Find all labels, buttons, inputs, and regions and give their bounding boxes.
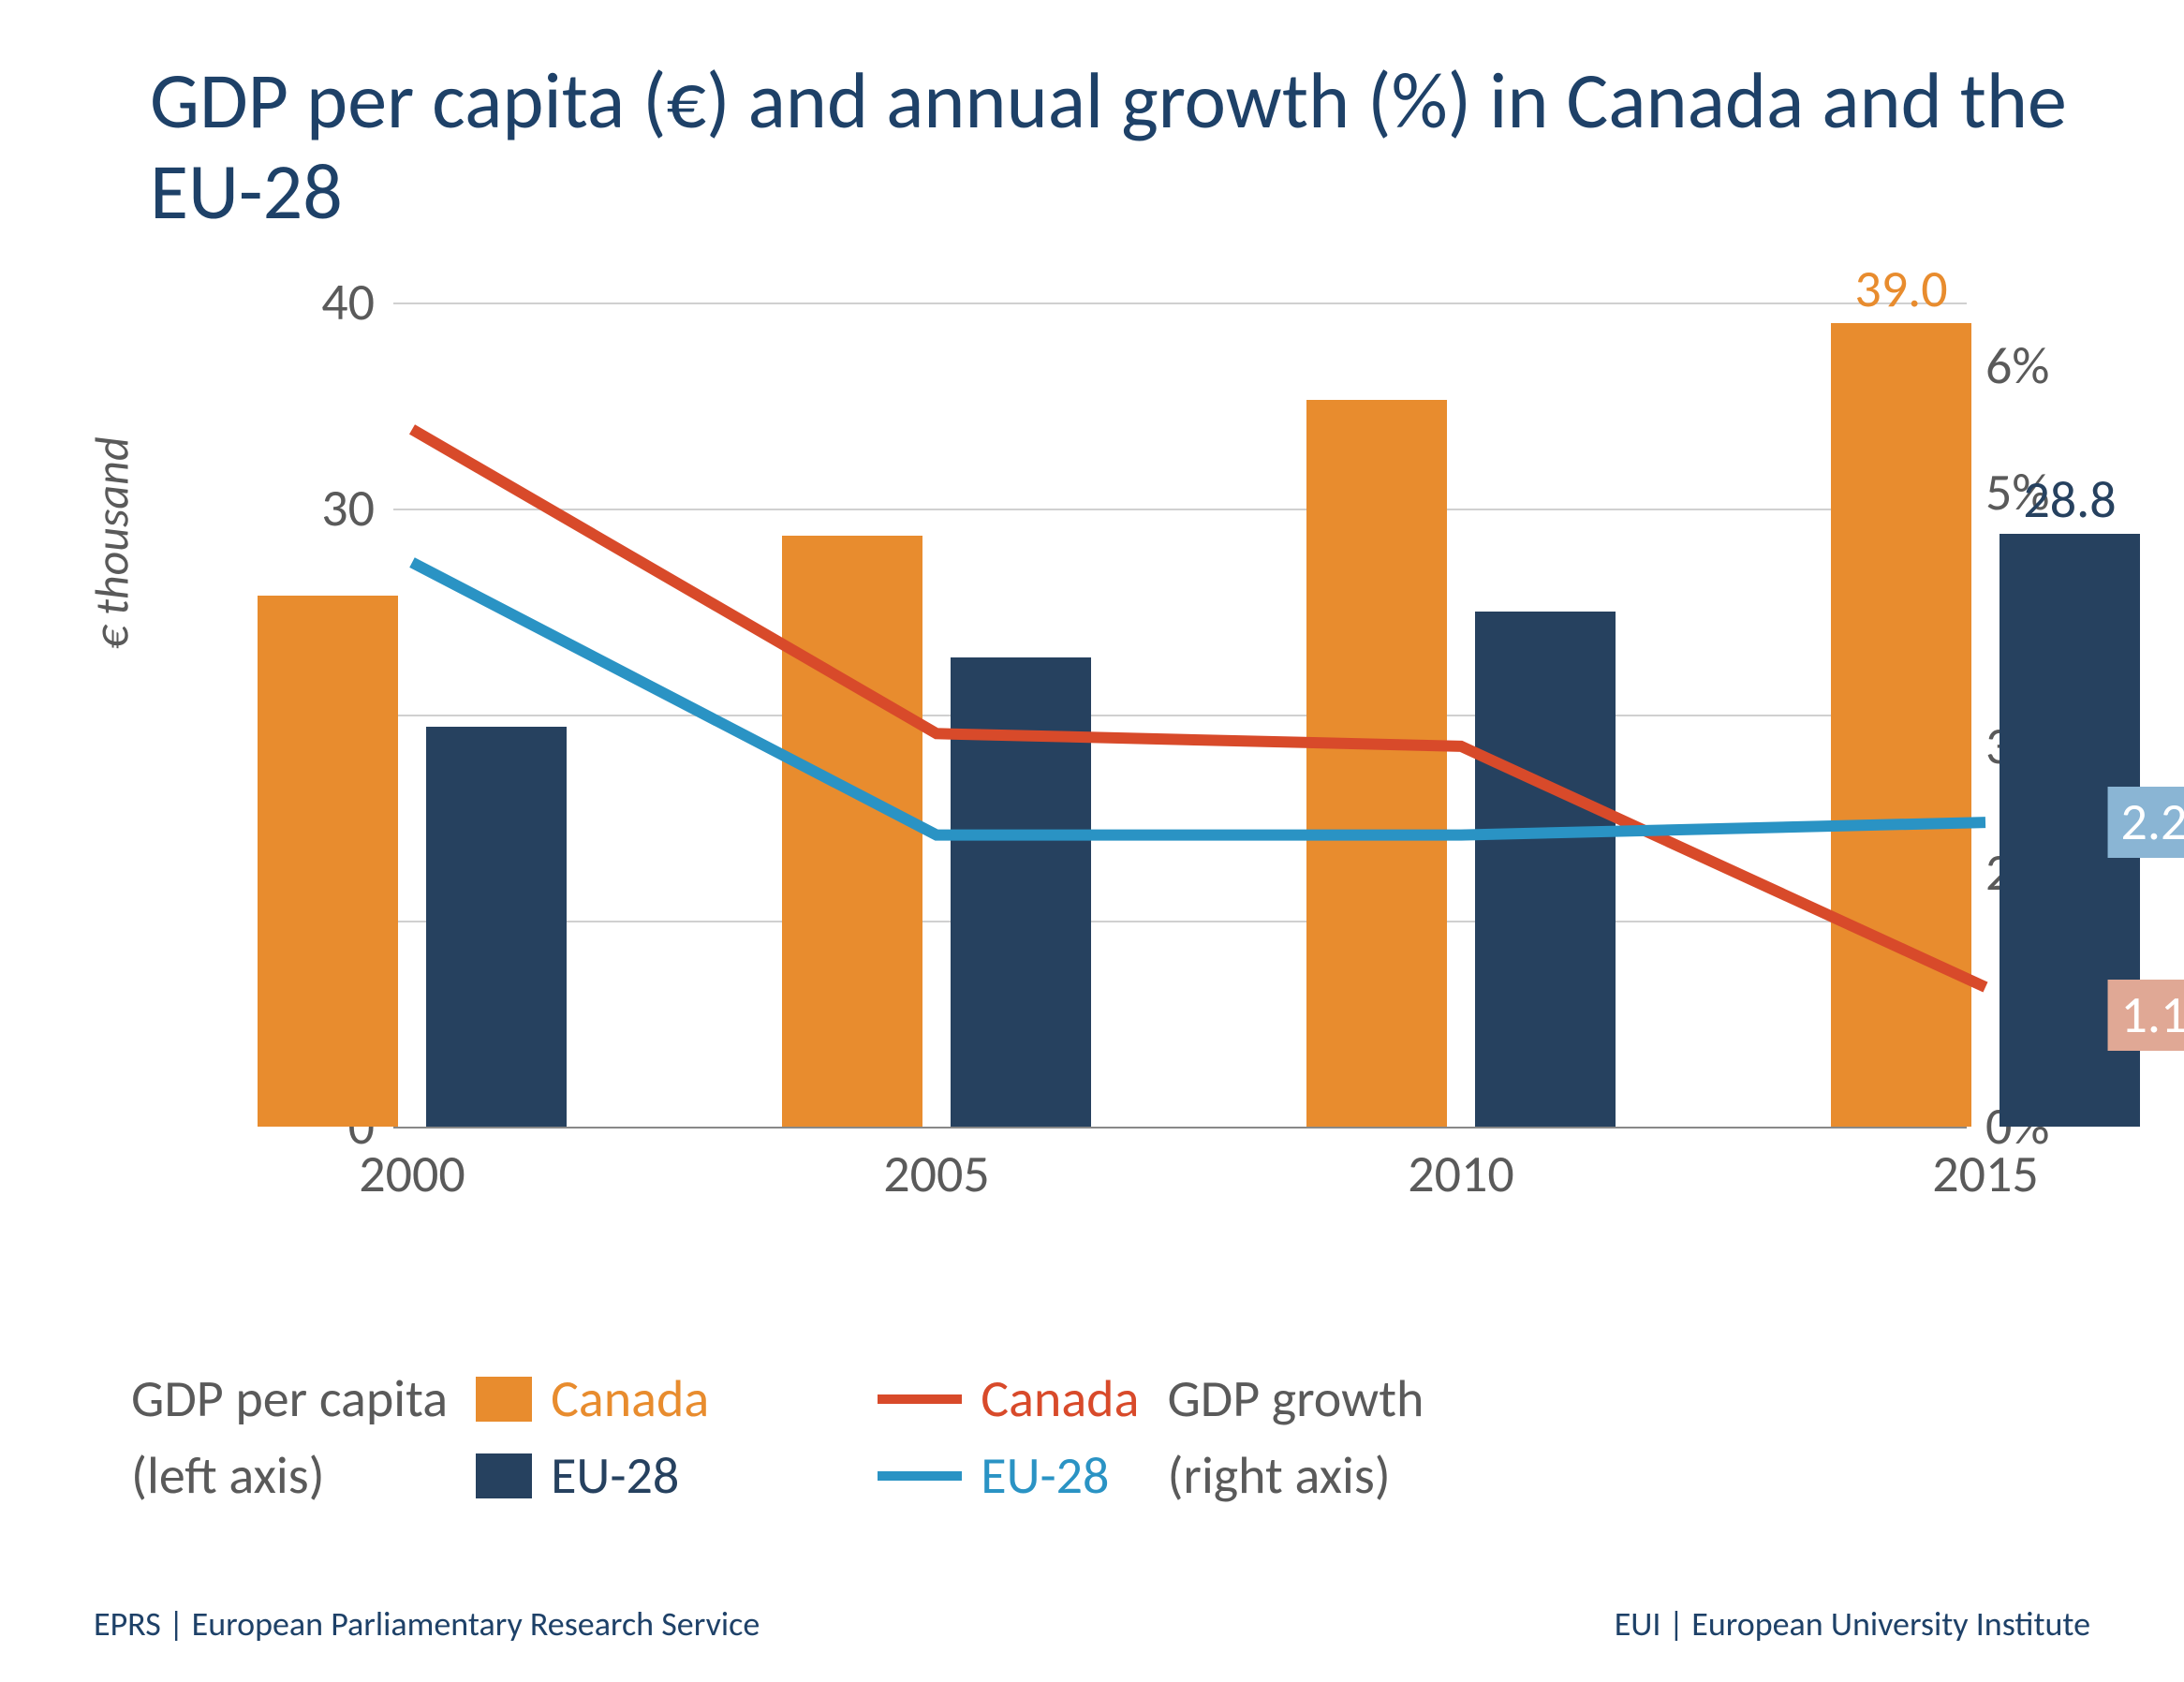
line-eu28	[412, 563, 1985, 835]
y-tick-left: 40	[281, 271, 375, 334]
y-tick-right: 6%	[1985, 334, 2088, 398]
footer-right: EUI | European University Institute	[1615, 1603, 2090, 1645]
legend-canada-bar-swatch	[476, 1377, 532, 1422]
legend-eu28-bar-label: EU-28	[551, 1444, 679, 1508]
legend-eu28-bar-swatch	[476, 1453, 532, 1498]
x-tick: 2010	[1408, 1143, 1514, 1206]
baseline	[393, 1127, 1967, 1129]
data-label-canada-bar: 39.0	[1854, 258, 1947, 321]
data-label-canada-line: 1.1%	[2108, 980, 2184, 1051]
legend-canada-bar-label: Canada	[551, 1367, 709, 1431]
line-canada	[412, 430, 1985, 988]
legend-eu28-line-label: EU-28	[981, 1444, 1109, 1508]
legend: GDP per capita (left axis) Canada EU-28 …	[131, 1367, 2051, 1508]
legend-left-label-2: (left axis)	[131, 1444, 448, 1508]
legend-right-label-2: (right axis)	[1167, 1444, 1424, 1508]
x-tick: 2015	[1932, 1143, 2039, 1206]
y-tick-left: 30	[281, 477, 375, 540]
legend-eu28-line-swatch	[878, 1471, 962, 1481]
trend-lines	[393, 302, 1967, 1127]
chart-title: GDP per capita (€) and annual growth (%)…	[150, 56, 2090, 237]
plot-area: 0102030400%2%3%5%6%200020052010201539.02…	[393, 302, 1967, 1127]
legend-right-label-1: GDP growth	[1167, 1367, 1424, 1431]
legend-canada-line-swatch	[878, 1394, 962, 1404]
legend-left-label-1: GDP per capita	[131, 1367, 448, 1431]
x-tick: 2005	[883, 1143, 990, 1206]
data-label-eu28-line: 2.2%	[2108, 787, 2184, 858]
legend-canada-line-label: Canada	[981, 1367, 1139, 1431]
chart-area: € thousand 0102030400%2%3%5%6%2000200520…	[131, 302, 2051, 1239]
bar-canada	[258, 596, 398, 1128]
data-label-eu28-bar: 28.8	[2023, 468, 2116, 532]
y-axis-left-label: € thousand	[84, 437, 141, 650]
footer: EPRS | European Parliamentary Research S…	[94, 1603, 2090, 1645]
x-tick: 2000	[359, 1143, 465, 1206]
footer-left: EPRS | European Parliamentary Research S…	[94, 1603, 760, 1645]
